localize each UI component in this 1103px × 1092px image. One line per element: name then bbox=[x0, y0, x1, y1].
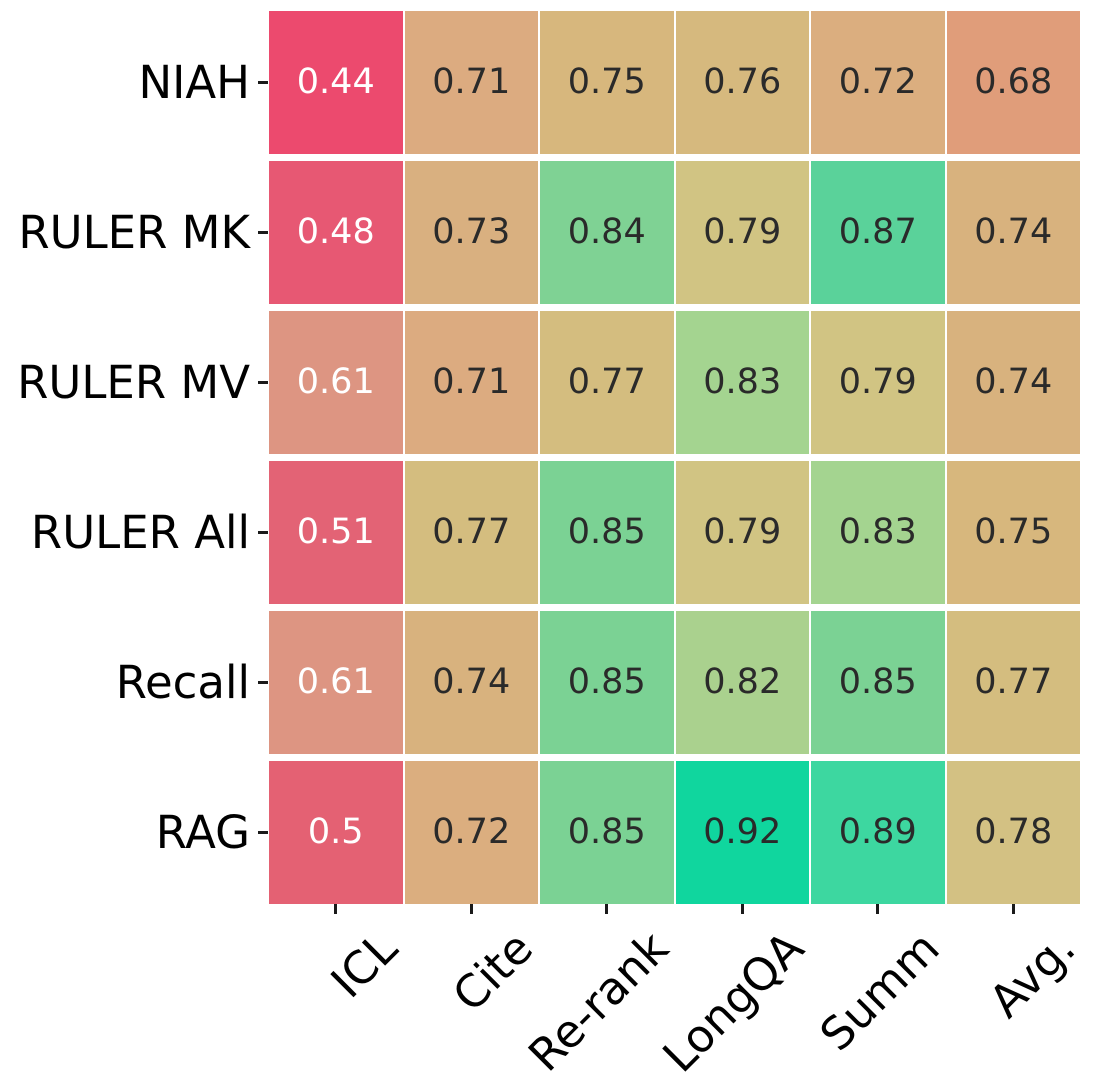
cell-value: 0.79 bbox=[703, 212, 782, 252]
y-tick-label-recall: Recall bbox=[115, 655, 250, 709]
y-tick-label-niah: NIAH bbox=[138, 55, 250, 109]
heatmap-cell-rag-longqa: 0.92 bbox=[675, 761, 809, 904]
x-tick-label-longqa: LongQA bbox=[652, 921, 815, 1083]
heatmap-cell-recall-cite: 0.74 bbox=[404, 611, 538, 754]
heatmap-cell-recall-avg.: 0.77 bbox=[946, 611, 1080, 754]
heatmap-cell-ruler-mv-icl: 0.61 bbox=[269, 311, 403, 454]
y-tick-label-ruler-mk: RULER MK bbox=[18, 205, 250, 259]
heatmap-cell-ruler-mk-longqa: 0.79 bbox=[675, 161, 809, 304]
cell-value: 0.84 bbox=[567, 212, 646, 252]
x-tick-label-icl: ICL bbox=[320, 921, 408, 1009]
cell-value: 0.79 bbox=[703, 512, 782, 552]
y-tick-mark bbox=[258, 831, 268, 834]
x-tick-label-re-rank: Re-rank bbox=[518, 921, 679, 1082]
y-tick-mark bbox=[258, 531, 268, 534]
cell-value: 0.72 bbox=[838, 62, 917, 102]
cell-value: 0.61 bbox=[296, 362, 375, 402]
cell-value: 0.75 bbox=[974, 512, 1053, 552]
heatmap-cell-ruler-all-longqa: 0.79 bbox=[675, 461, 809, 604]
cell-value: 0.92 bbox=[703, 812, 782, 852]
heatmap-cell-recall-longqa: 0.82 bbox=[675, 611, 809, 754]
heatmap-cell-ruler-mk-avg.: 0.74 bbox=[946, 161, 1080, 304]
cell-value: 0.74 bbox=[974, 362, 1053, 402]
heatmap-cell-niah-icl: 0.44 bbox=[269, 11, 403, 154]
heatmap-cell-ruler-mv-summ: 0.79 bbox=[811, 311, 945, 454]
cell-value: 0.85 bbox=[838, 662, 917, 702]
cell-value: 0.79 bbox=[838, 362, 917, 402]
heatmap-cell-niah-re-rank: 0.75 bbox=[540, 11, 674, 154]
heatmap-cell-rag-summ: 0.89 bbox=[811, 761, 945, 904]
x-tick-mark bbox=[1011, 904, 1015, 914]
cell-value: 0.71 bbox=[432, 362, 511, 402]
x-tick-mark bbox=[605, 904, 609, 914]
heatmap-cell-ruler-mv-avg.: 0.74 bbox=[946, 311, 1080, 454]
cell-value: 0.75 bbox=[567, 62, 646, 102]
x-tick-label-summ: Summ bbox=[809, 921, 950, 1062]
cell-value: 0.5 bbox=[307, 812, 364, 852]
cell-value: 0.83 bbox=[838, 512, 917, 552]
x-tick-label-avg.: Avg. bbox=[978, 921, 1086, 1028]
cell-value: 0.44 bbox=[296, 62, 375, 102]
cell-value: 0.68 bbox=[974, 62, 1053, 102]
heatmap-cell-ruler-mk-re-rank: 0.84 bbox=[540, 161, 674, 304]
cell-value: 0.74 bbox=[974, 212, 1053, 252]
heatmap-cell-ruler-all-summ: 0.83 bbox=[811, 461, 945, 604]
heatmap-cell-ruler-all-cite: 0.77 bbox=[404, 461, 538, 604]
cell-value: 0.77 bbox=[432, 512, 511, 552]
heatmap-cell-ruler-all-avg.: 0.75 bbox=[946, 461, 1080, 604]
x-tick-mark bbox=[334, 904, 338, 914]
cell-value: 0.77 bbox=[567, 362, 646, 402]
cell-value: 0.72 bbox=[432, 812, 511, 852]
cell-value: 0.74 bbox=[432, 662, 511, 702]
x-tick-label-cite: Cite bbox=[442, 921, 544, 1022]
cell-value: 0.71 bbox=[432, 62, 511, 102]
heatmap-cell-recall-summ: 0.85 bbox=[811, 611, 945, 754]
cell-value: 0.61 bbox=[296, 662, 375, 702]
heatmap-cell-ruler-mv-cite: 0.71 bbox=[404, 311, 538, 454]
cell-value: 0.51 bbox=[296, 512, 375, 552]
heatmap-cell-rag-avg.: 0.78 bbox=[946, 761, 1080, 904]
heatmap-cell-recall-icl: 0.61 bbox=[269, 611, 403, 754]
cell-value: 0.85 bbox=[567, 662, 646, 702]
cell-value: 0.89 bbox=[838, 812, 917, 852]
heatmap-cell-niah-avg.: 0.68 bbox=[946, 11, 1080, 154]
heatmap-cell-ruler-mv-longqa: 0.83 bbox=[675, 311, 809, 454]
cell-value: 0.78 bbox=[974, 812, 1053, 852]
heatmap-cell-ruler-mk-cite: 0.73 bbox=[404, 161, 538, 304]
y-tick-mark bbox=[258, 231, 268, 234]
heatmap-cell-ruler-all-icl: 0.51 bbox=[269, 461, 403, 604]
y-tick-mark bbox=[258, 681, 268, 684]
heatmap-cell-niah-summ: 0.72 bbox=[811, 11, 945, 154]
heatmap-cell-niah-cite: 0.71 bbox=[404, 11, 538, 154]
cell-value: 0.87 bbox=[838, 212, 917, 252]
y-tick-label-ruler-all: RULER All bbox=[30, 505, 250, 559]
heatmap-cell-ruler-mk-summ: 0.87 bbox=[811, 161, 945, 304]
heatmap-cell-recall-re-rank: 0.85 bbox=[540, 611, 674, 754]
heatmap-cell-ruler-mk-icl: 0.48 bbox=[269, 161, 403, 304]
cell-value: 0.85 bbox=[567, 812, 646, 852]
cell-value: 0.76 bbox=[703, 62, 782, 102]
cell-value: 0.85 bbox=[567, 512, 646, 552]
cell-value: 0.73 bbox=[432, 212, 511, 252]
cell-value: 0.77 bbox=[974, 662, 1053, 702]
x-tick-mark bbox=[876, 904, 880, 914]
heatmap-cell-rag-cite: 0.72 bbox=[404, 761, 538, 904]
cell-value: 0.83 bbox=[703, 362, 782, 402]
y-tick-label-rag: RAG bbox=[155, 805, 250, 859]
x-tick-mark bbox=[469, 904, 473, 914]
heatmap-cell-niah-longqa: 0.76 bbox=[675, 11, 809, 154]
cell-value: 0.48 bbox=[296, 212, 375, 252]
cell-value: 0.82 bbox=[703, 662, 782, 702]
heatmap-cell-rag-icl: 0.5 bbox=[269, 761, 403, 904]
heatmap-grid: 0.44 0.71 0.75 0.76 0.72 0.68 0.48 0.73 0.84 0.79… bbox=[269, 11, 1080, 904]
x-tick-mark bbox=[740, 904, 744, 914]
heatmap-cell-ruler-mv-re-rank: 0.77 bbox=[540, 311, 674, 454]
y-tick-label-ruler-mv: RULER MV bbox=[17, 355, 250, 409]
heatmap-cell-ruler-all-re-rank: 0.85 bbox=[540, 461, 674, 604]
y-tick-mark bbox=[258, 381, 268, 384]
heatmap-cell-rag-re-rank: 0.85 bbox=[540, 761, 674, 904]
y-tick-mark bbox=[258, 81, 268, 84]
